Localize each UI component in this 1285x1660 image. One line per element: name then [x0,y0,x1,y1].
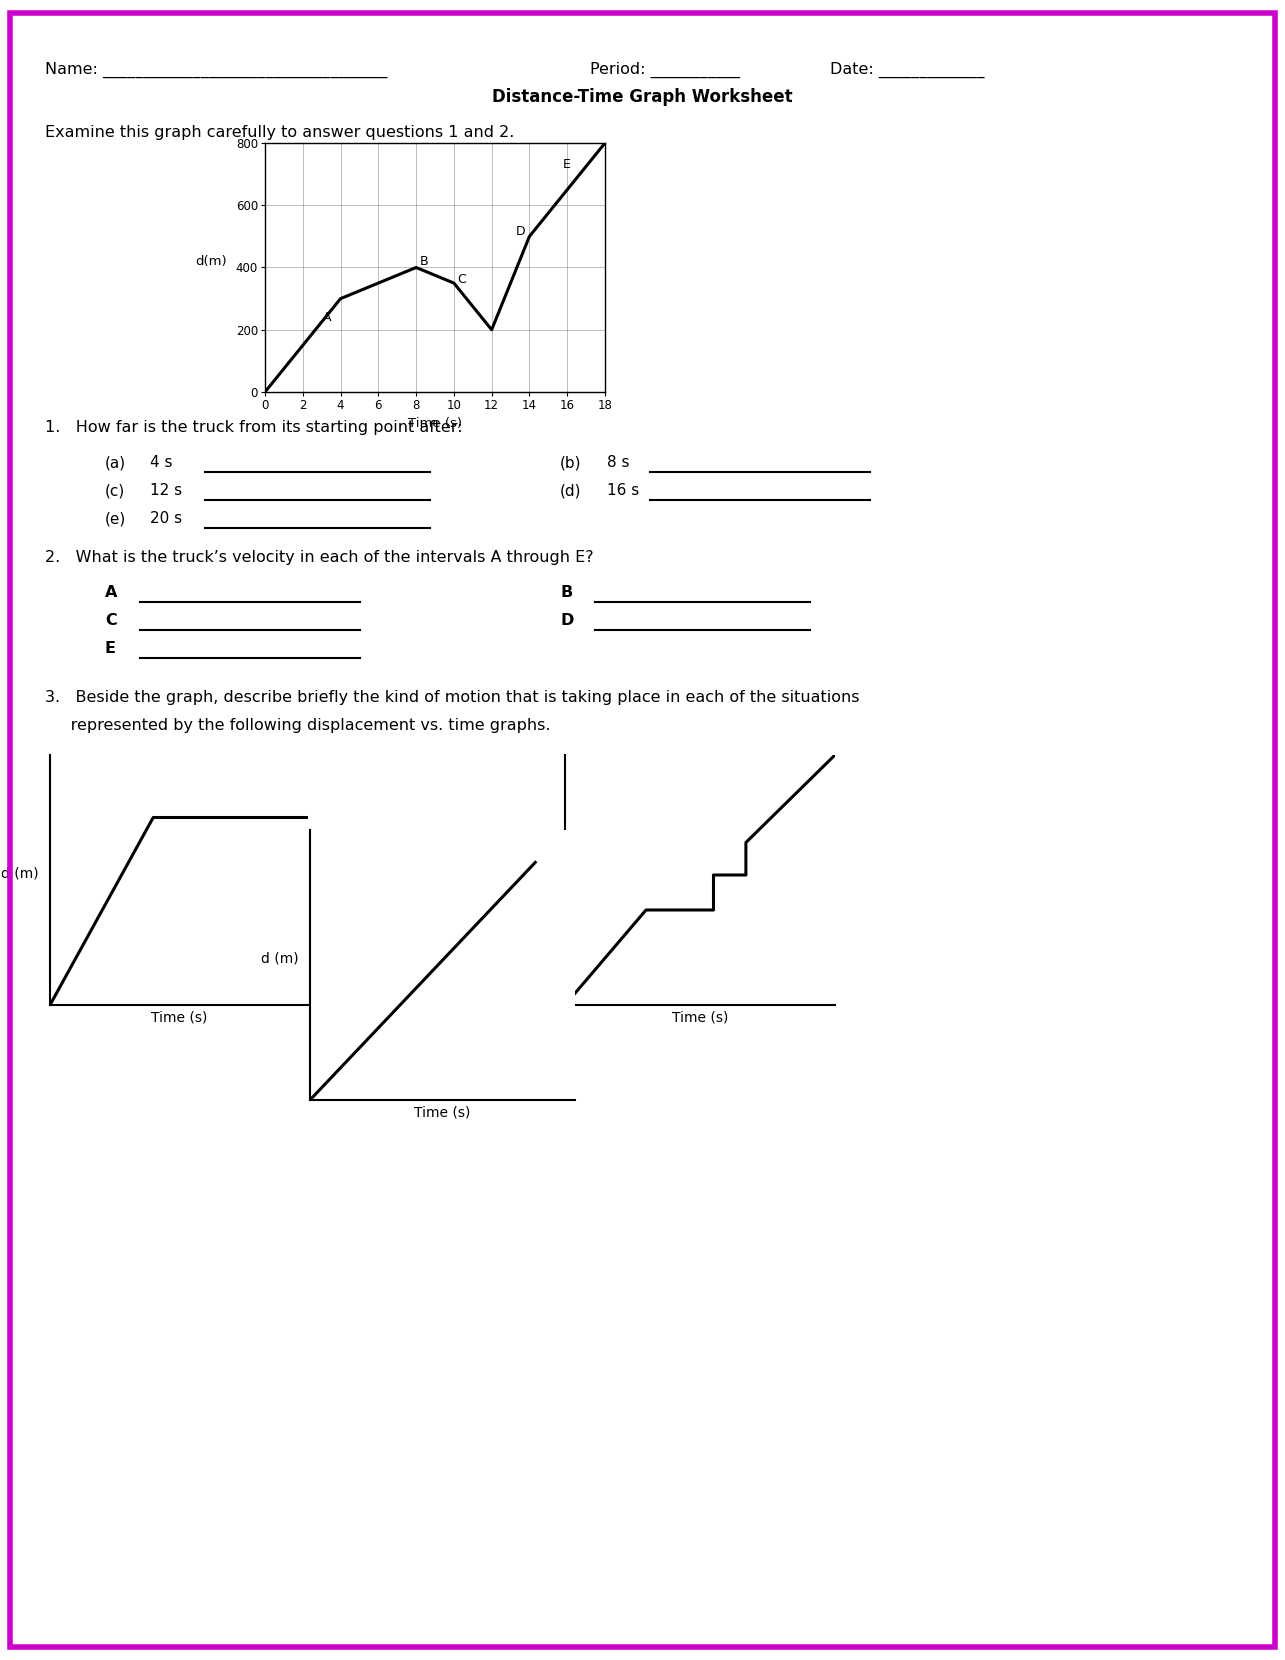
Text: B: B [560,584,572,599]
Text: 16 s: 16 s [607,483,639,498]
Text: B: B [420,254,428,267]
Text: 12 s: 12 s [150,483,182,498]
X-axis label: Time (s): Time (s) [409,418,463,430]
Text: (c): (c) [105,483,125,498]
Text: 20 s: 20 s [150,511,182,526]
X-axis label: Time (s): Time (s) [672,1011,729,1024]
Y-axis label: d (m): d (m) [515,867,554,880]
Text: (b): (b) [560,455,582,470]
Text: D: D [560,613,573,627]
Text: 8 s: 8 s [607,455,630,470]
X-axis label: Time (s): Time (s) [414,1106,470,1119]
Text: C: C [457,274,466,287]
Y-axis label: d (m): d (m) [261,951,298,964]
Text: (d): (d) [560,483,582,498]
Text: C: C [105,613,117,627]
Y-axis label: d(m): d(m) [195,254,226,267]
Text: Period: ___________: Period: ___________ [590,61,740,78]
Text: Distance-Time Graph Worksheet: Distance-Time Graph Worksheet [492,88,793,106]
Text: 3.   Beside the graph, describe briefly the kind of motion that is taking place : 3. Beside the graph, describe briefly th… [45,691,860,706]
Text: A: A [105,584,117,599]
Y-axis label: d (m): d (m) [0,867,39,880]
Text: 2.   What is the truck’s velocity in each of the intervals A through E?: 2. What is the truck’s velocity in each … [45,549,594,564]
Text: represented by the following displacement vs. time graphs.: represented by the following displacemen… [45,719,550,734]
Text: Examine this graph carefully to answer questions 1 and 2.: Examine this graph carefully to answer q… [45,124,514,139]
Text: 4 s: 4 s [150,455,172,470]
Text: A: A [323,310,332,324]
Text: D: D [517,226,526,237]
Text: Name: ___________________________________: Name: __________________________________… [45,61,387,78]
Text: 1.   How far is the truck from its starting point after:: 1. How far is the truck from its startin… [45,420,463,435]
Text: E: E [563,158,571,171]
Text: (a): (a) [105,455,126,470]
X-axis label: Time (s): Time (s) [150,1011,207,1024]
Text: E: E [105,641,116,656]
Text: (e): (e) [105,511,126,526]
Text: Date: _____________: Date: _____________ [830,61,984,78]
